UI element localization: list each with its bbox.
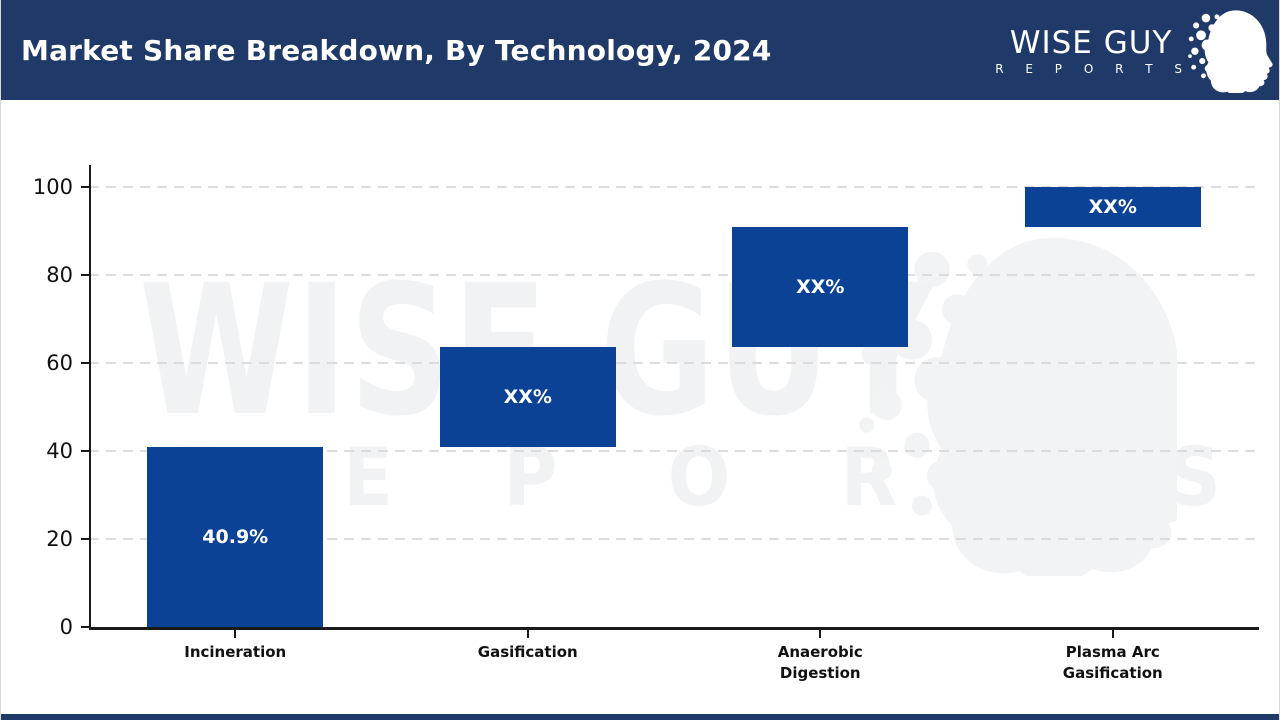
footer-bar <box>1 714 1279 720</box>
x-tick <box>526 630 529 638</box>
y-tick-label-60: 60 <box>46 351 73 375</box>
y-tick-40 <box>81 450 89 452</box>
y-tick-label-80: 80 <box>46 263 73 287</box>
brand-head-icon <box>1188 10 1273 93</box>
bar-segment: 40.9% <box>147 447 324 627</box>
x-category-label: Anaerobic Digestion <box>777 643 863 682</box>
brand-logo-text: WISE GUY R E P O R T S <box>991 25 1191 76</box>
y-axis-line <box>89 165 91 629</box>
gridline-y100 <box>89 186 1259 188</box>
bar-value-label: 40.9% <box>202 526 269 548</box>
x-axis-line <box>89 627 1259 630</box>
y-tick-label-100: 100 <box>32 175 73 199</box>
x-tick <box>234 630 237 638</box>
bar-segment: XX% <box>439 347 616 448</box>
page-title: Market Share Breakdown, By Technology, 2… <box>21 33 772 67</box>
gridline-y20 <box>89 538 1259 540</box>
brand-subtitle: R E P O R T S <box>995 61 1191 76</box>
y-tick-0 <box>81 626 89 628</box>
x-tick <box>1111 630 1114 638</box>
x-category-label: Plasma Arc Gasification <box>1062 643 1163 682</box>
y-tick-60 <box>81 362 89 364</box>
gridline-y60 <box>89 362 1259 364</box>
brand-logo: WISE GUY R E P O R T S <box>991 6 1273 94</box>
x-category-label: Incineration <box>184 643 287 661</box>
bar-value-label: XX% <box>796 276 845 299</box>
bar-value-label: XX% <box>503 386 552 409</box>
y-tick-20 <box>81 538 89 540</box>
gridline-y80 <box>89 274 1259 276</box>
brand-name: WISE GUY <box>1009 24 1173 61</box>
x-tick <box>819 630 822 638</box>
bar-value-label: XX% <box>1088 196 1137 219</box>
y-tick-label-20: 20 <box>46 527 73 551</box>
x-category-label: Gasification <box>477 643 578 661</box>
watermark-head-icon <box>859 238 1177 576</box>
y-tick-label-40: 40 <box>46 439 73 463</box>
bar-segment: XX% <box>732 227 909 348</box>
y-tick-label-0: 0 <box>59 615 73 639</box>
y-tick-100 <box>81 186 89 188</box>
header-bar: Market Share Breakdown, By Technology, 2… <box>1 0 1279 100</box>
gridline-y40 <box>89 450 1259 452</box>
bar-segment: XX% <box>1024 187 1201 228</box>
y-tick-80 <box>81 274 89 276</box>
